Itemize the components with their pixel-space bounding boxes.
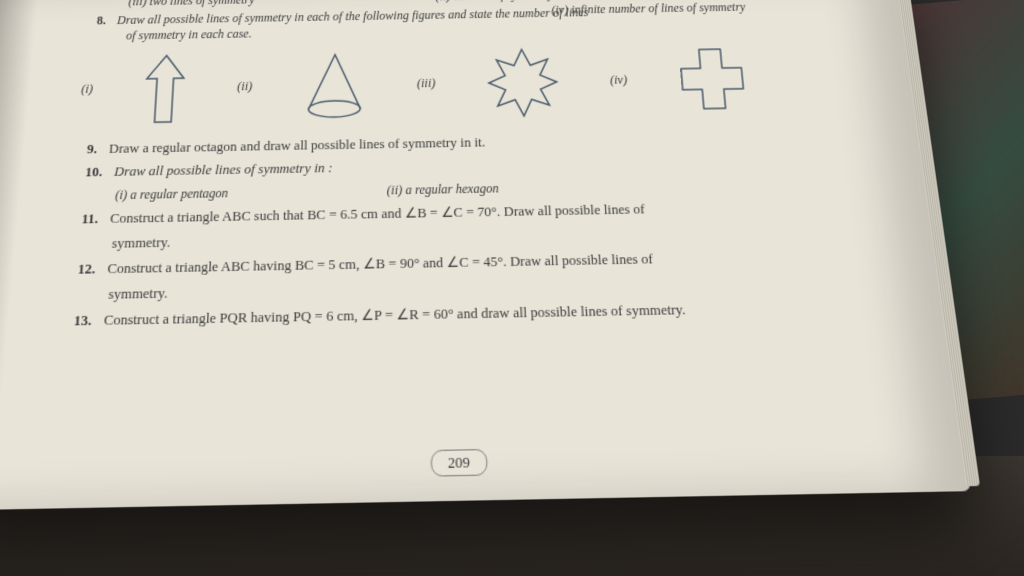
plus-shape <box>676 46 748 112</box>
q9-number: 9. <box>86 140 97 156</box>
q10-text: Draw all possible lines of symmetry in : <box>114 160 333 180</box>
star-shape <box>486 47 561 119</box>
q8-number: 8. <box>96 14 106 28</box>
q11-text-a: Construct a triangle ABC such that BC = … <box>110 201 646 227</box>
fig-label-iv: (iv) <box>610 73 628 88</box>
q13-number: 13. <box>73 311 92 328</box>
q12-number: 12. <box>77 260 96 277</box>
q10-number: 10. <box>85 164 103 180</box>
q12-text-a: Construct a triangle ABC having BC = 5 c… <box>107 250 653 276</box>
q10-sub-ii: (ii) a regular hexagon <box>387 181 499 199</box>
page-content: (iii) two lines of symmetry (ii) one lin… <box>16 0 901 485</box>
q13-text: Construct a triangle PQR having PQ = 6 c… <box>103 301 686 328</box>
fig-label-ii: (ii) <box>237 79 253 94</box>
arrow-up-shape <box>142 53 187 124</box>
fig-label-i: (i) <box>81 82 94 97</box>
textbook-page: (iii) two lines of symmetry (ii) one lin… <box>0 0 972 511</box>
cone-shape <box>303 50 366 121</box>
option-iii: (iii) two lines of symmetry <box>128 0 255 9</box>
q11-number: 11. <box>81 211 99 227</box>
option-ii-right: (ii) one line of symmetry <box>435 0 553 4</box>
fig-label-iii: (iii) <box>417 76 436 91</box>
q10-sub-i: (i) a regular pentagon <box>115 186 229 204</box>
page-number: 209 <box>431 449 487 477</box>
figures-row: (i) (ii) (iii) (iv) <box>78 42 856 125</box>
q9-text: Draw a regular octagon and draw all poss… <box>109 134 486 156</box>
